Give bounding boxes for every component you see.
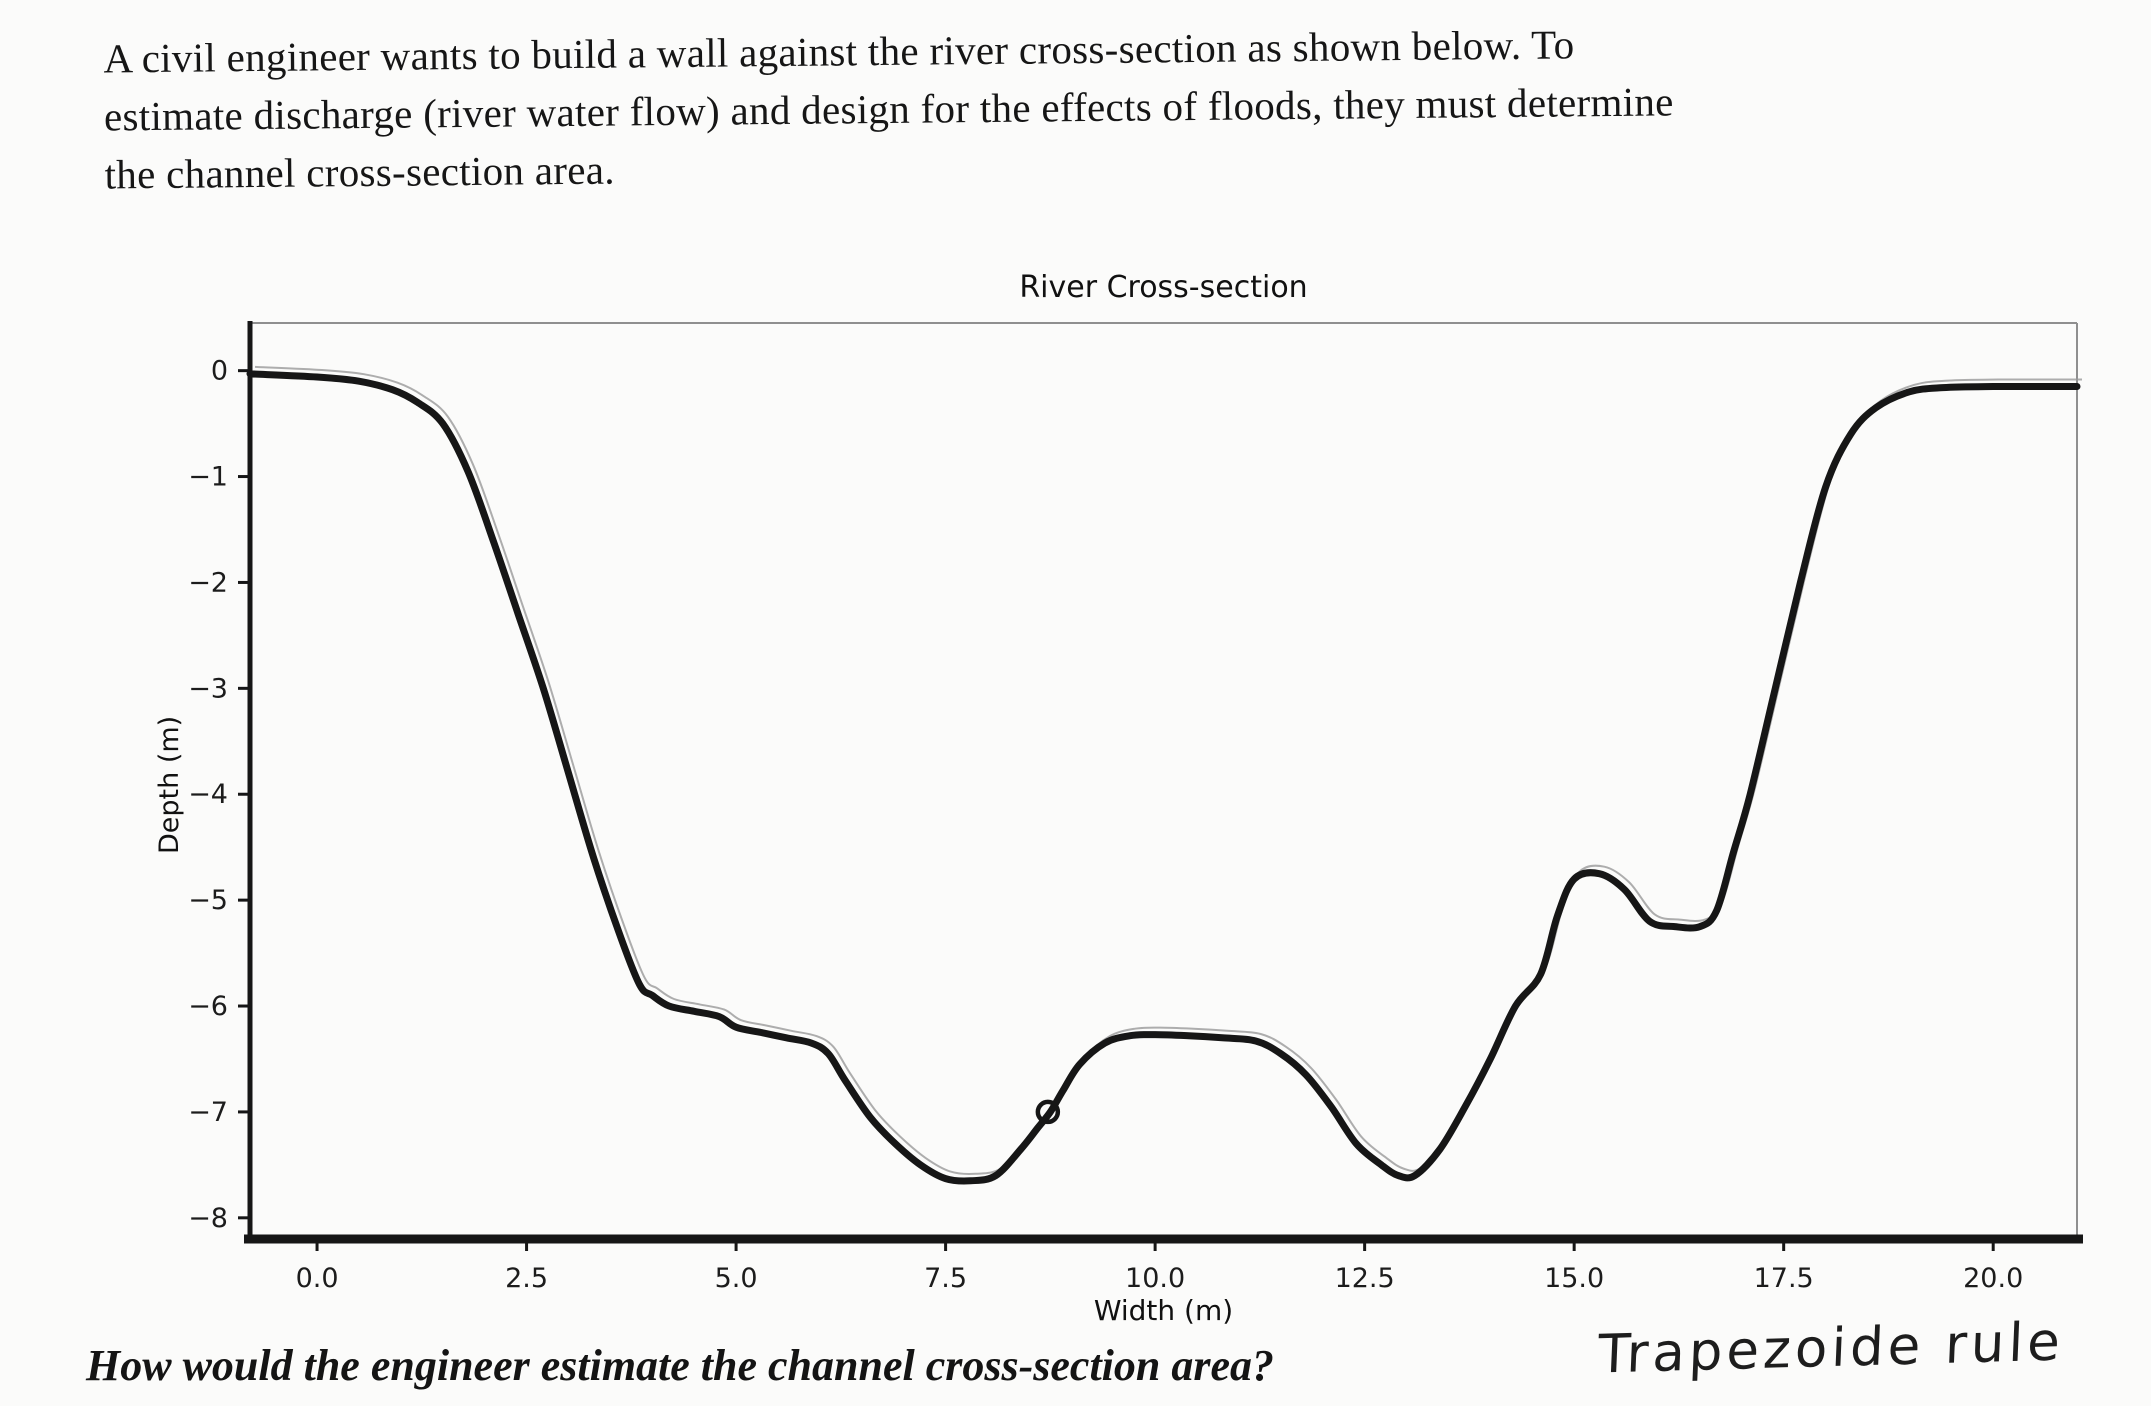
- svg-text:−1: −1: [188, 462, 228, 493]
- intro-paragraph: A civil engineer wants to build a wall a…: [103, 11, 2080, 205]
- svg-text:10.0: 10.0: [1125, 1263, 1185, 1294]
- svg-text:−4: −4: [188, 779, 228, 810]
- svg-text:−7: −7: [188, 1097, 228, 1128]
- svg-text:−8: −8: [188, 1203, 228, 1234]
- svg-text:5.0: 5.0: [715, 1263, 758, 1294]
- x-axis-label: Width (m): [1093, 1294, 1234, 1327]
- svg-text:−5: −5: [188, 885, 228, 916]
- svg-text:−3: −3: [188, 673, 228, 704]
- y-axis-label: Depth (m): [154, 715, 185, 854]
- svg-text:15.0: 15.0: [1544, 1263, 1604, 1294]
- svg-text:12.5: 12.5: [1335, 1263, 1395, 1294]
- svg-text:−6: −6: [188, 991, 228, 1022]
- svg-text:17.5: 17.5: [1754, 1263, 1814, 1294]
- svg-text:0.0: 0.0: [296, 1263, 339, 1294]
- svg-text:0: 0: [211, 356, 228, 387]
- river-cross-section-chart: 0.0 2.5 5.0 7.5 10.0 12.5 15.0 17.5 20.0 0 −1 −2 −3 −…: [188, 321, 2083, 1294]
- question-text: How would the engineer estimate the chan…: [86, 1341, 1275, 1390]
- svg-text:2.5: 2.5: [505, 1263, 548, 1294]
- chart-figure: River Cross-section 0.0 2.5 5.0 7.5 10.0 12.5…: [140, 262, 2110, 1352]
- chart-title: River Cross-section: [1019, 270, 1308, 305]
- svg-text:7.5: 7.5: [924, 1263, 967, 1294]
- svg-text:20.0: 20.0: [1963, 1263, 2023, 1294]
- handwritten-answer: Trapezoide rule: [1596, 1311, 2066, 1386]
- svg-text:−2: −2: [188, 567, 228, 598]
